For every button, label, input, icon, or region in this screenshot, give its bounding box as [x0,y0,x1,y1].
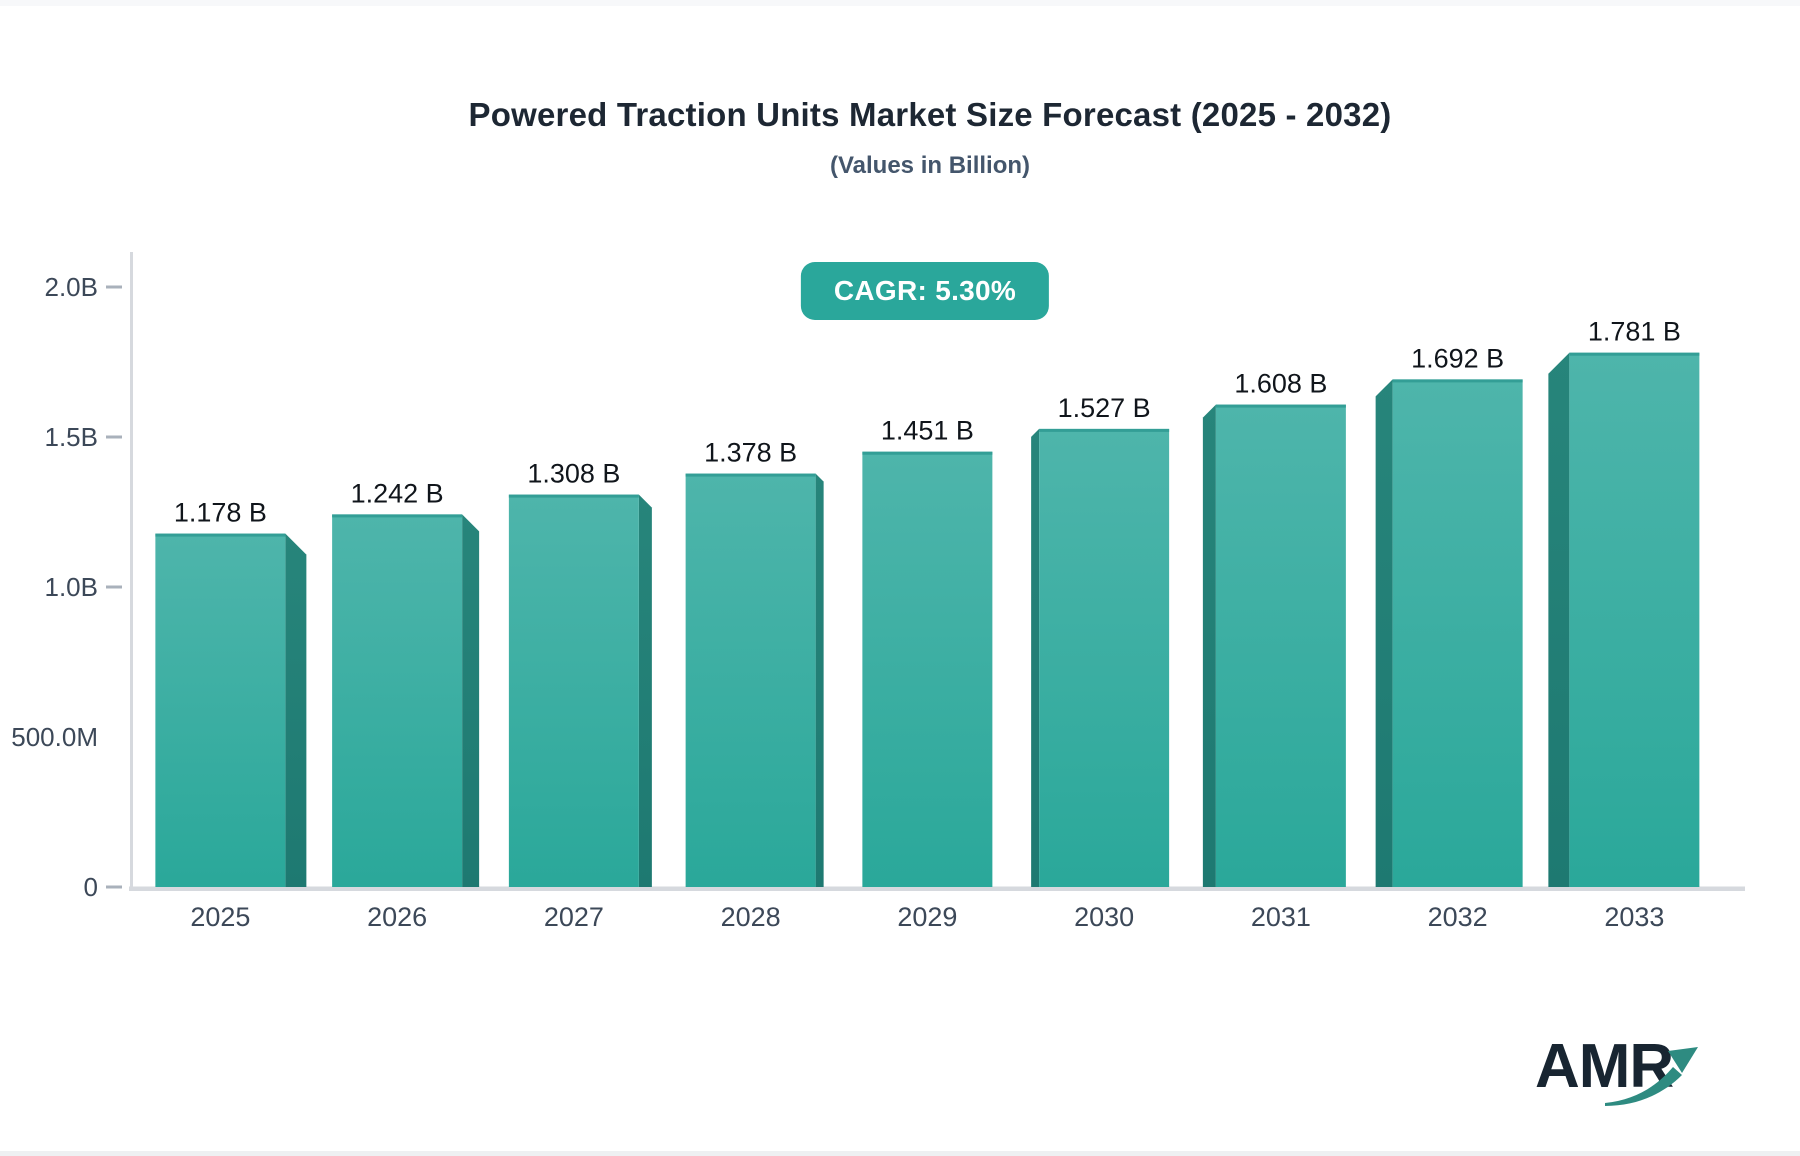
bar-group-2028: 1.378 B 2028 [685,438,824,932]
x-axis-label: 2026 [367,902,427,932]
cagr-badge: CAGR: 5.30% [800,262,1050,320]
x-axis-label: 2032 [1428,902,1488,932]
bar-value-label: 1.308 B [527,459,620,489]
bar-front-face [1215,404,1346,887]
x-axis-label: 2029 [897,902,957,932]
bar-group-2033: 1.781 B 2033 [1548,317,1700,932]
bar-side-face [285,533,307,887]
chart-header: Powered Traction Units Market Size Forec… [60,0,1800,180]
bar-front-face [685,473,816,887]
bar-top-edge [1039,428,1170,432]
bar-group-2030: 1.527 B 2030 [1031,393,1170,932]
page-bottom-edge [0,1151,1800,1156]
page-top-edge [0,0,1800,6]
bar-front-face [1392,379,1523,887]
bar-side-face [1202,404,1216,887]
bar-front-face [508,494,639,887]
bar-side-face [462,514,480,887]
x-axis-label: 2028 [721,902,781,932]
bar-group-2029: 1.451 B 2029 [862,416,993,932]
y-tick-label: 1.0B [45,572,99,602]
amr-logo-arrow-head [1668,1047,1698,1073]
bar-value-label: 1.608 B [1234,369,1327,399]
bar-top-edge [1215,404,1346,408]
x-axis-label: 2033 [1604,902,1664,932]
x-axis-label: 2025 [190,902,250,932]
bar-side-face [815,473,824,887]
bar-value-label: 1.378 B [704,438,797,468]
bar-value-label: 1.692 B [1411,343,1504,373]
bar-top-edge [1569,352,1700,356]
x-axis-line [129,886,1745,891]
bar-top-edge [862,451,993,455]
amr-logo: AMR [1505,1025,1725,1125]
bar-side-face [1031,428,1040,887]
bar-front-face [332,514,463,887]
bar-chart: 2.0B 1.5B 1.0B 500.0M 0 1.178 B 2025 1.242 B 20… [11,252,1745,932]
y-tick-label: 2.0B [45,272,99,302]
bar-front-face [1569,352,1700,887]
axis-layer: 2.0B 1.5B 1.0B 500.0M 0 [11,252,1745,902]
bar-value-label: 1.781 B [1588,317,1681,347]
bar-top-edge [1392,379,1523,383]
x-axis-label: 2030 [1074,902,1134,932]
bar-top-edge [508,494,639,498]
bar-side-face [1548,352,1570,887]
bar-front-face [1039,428,1170,887]
bar-side-face [638,494,652,887]
bar-top-edge [332,514,463,518]
y-tick-label: 500.0M [11,722,98,752]
chart-title: Powered Traction Units Market Size Forec… [468,96,1392,133]
bar-value-label: 1.527 B [1058,393,1151,423]
bars-layer: 1.178 B 2025 1.242 B 2026 1.308 B 2027 1.378 B… [155,317,1700,932]
bar-top-edge [155,533,286,537]
x-axis-label: 2027 [544,902,604,932]
bar-side-face [1375,379,1393,887]
bar-value-label: 1.451 B [881,416,974,446]
bar-top-edge [685,473,816,477]
bar-group-2032: 1.692 B 2032 [1375,343,1523,932]
bar-group-2026: 1.242 B 2026 [332,478,480,932]
bar-value-label: 1.178 B [174,498,267,528]
bar-group-2027: 1.308 B 2027 [508,459,652,932]
bar-value-label: 1.242 B [351,478,444,508]
y-tick-label: 1.5B [45,422,99,452]
y-tick-label: 0 [84,872,98,902]
bar-front-face [155,533,286,887]
bar-group-2025: 1.178 B 2025 [155,498,307,932]
bar-group-2031: 1.608 B 2031 [1202,369,1346,932]
x-axis-label: 2031 [1251,902,1311,932]
bar-front-face [862,451,993,887]
chart-subtitle: (Values in Billion) [829,152,1031,179]
amr-logo-arrow-swoosh [1605,1067,1682,1106]
